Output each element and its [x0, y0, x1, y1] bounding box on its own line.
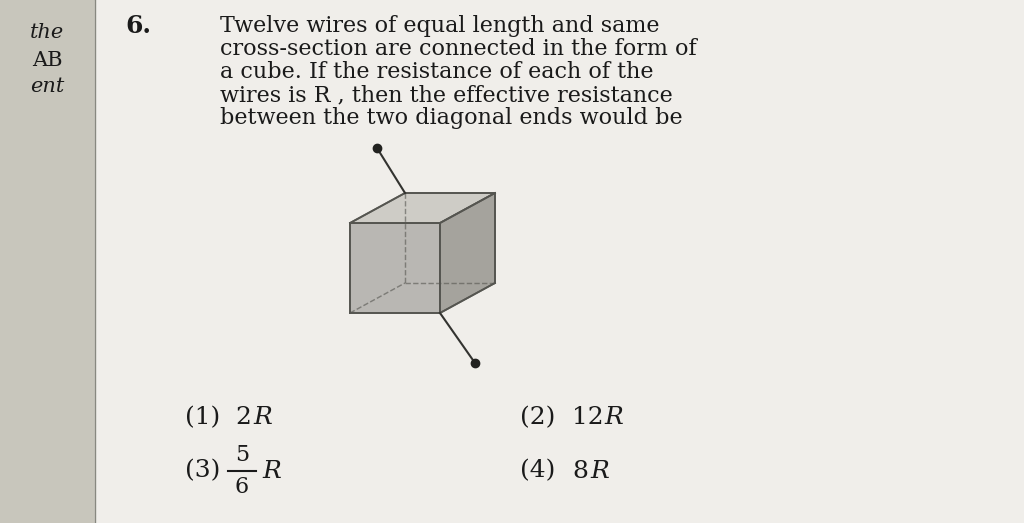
Polygon shape [440, 193, 495, 313]
Text: (3): (3) [185, 460, 220, 483]
Text: (1): (1) [185, 406, 220, 429]
Text: the: the [30, 24, 65, 42]
Text: R: R [590, 460, 609, 483]
Text: 6: 6 [234, 476, 249, 498]
Text: cross-section are connected in the form of: cross-section are connected in the form … [220, 38, 696, 60]
Text: R: R [253, 406, 272, 429]
Text: 8: 8 [572, 460, 588, 483]
Text: 12: 12 [572, 406, 603, 429]
Bar [0, 0, 95, 523]
Text: (2): (2) [520, 406, 555, 429]
Text: R: R [604, 406, 623, 429]
Text: between the two diagonal ends would be: between the two diagonal ends would be [220, 107, 683, 129]
Text: Twelve wires of equal length and same: Twelve wires of equal length and same [220, 15, 659, 37]
Text: wires is R , then the effective resistance: wires is R , then the effective resistan… [220, 84, 673, 106]
Text: R: R [262, 460, 281, 483]
Text: (4): (4) [520, 460, 555, 483]
Text: 5: 5 [234, 444, 249, 466]
Text: AB: AB [32, 51, 62, 70]
Text: a cube. If the resistance of each of the: a cube. If the resistance of each of the [220, 61, 653, 83]
Polygon shape [350, 193, 495, 223]
Text: 2: 2 [234, 406, 251, 429]
Text: ent: ent [30, 77, 65, 97]
Text: 6.: 6. [125, 14, 151, 38]
Polygon shape [350, 223, 440, 313]
